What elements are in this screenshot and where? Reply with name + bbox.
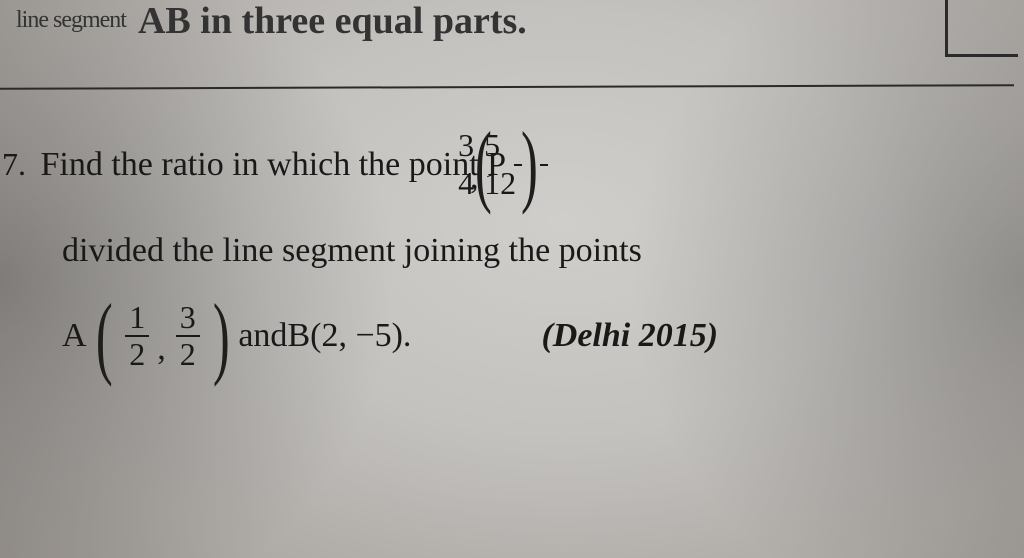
A-y-fraction: 3 2 [170, 301, 206, 372]
fragment-b-bold: AB in three equal parts. [138, 0, 527, 42]
q7-line-1: 7. Find the ratio in which the point P (… [62, 120, 1004, 210]
A-x-fraction: 1 2 [119, 301, 155, 372]
left-paren-icon: ( [95, 300, 112, 374]
point-A-label: A [62, 319, 87, 353]
point-P-coords: ( 3 4 , 5 12 ) [508, 128, 554, 202]
fragment-text-b: line segment AB in three equal parts. [16, 0, 527, 49]
fragment-b-prefix: line segment [16, 7, 126, 33]
question-source: (Delhi 2015) [541, 319, 718, 353]
q7-line-3: A ( 1 2 , 3 2 ) and B(2, −5). [62, 291, 1004, 381]
question-number: 7. [2, 146, 26, 182]
question-7: 7. Find the ratio in which the point P (… [4, 120, 1004, 397]
point-A-coords: ( 1 2 , 3 2 ) [89, 300, 237, 374]
right-paren-icon: ) [213, 300, 230, 374]
table-corner-rule [945, 0, 1018, 57]
q7-line1-text: Find the ratio in which the point [41, 146, 488, 183]
q7-line-2: divided the line segment joining the poi… [62, 226, 1004, 275]
point-B-text: B(2, −5). [287, 319, 411, 353]
q7-line3-mid: and [238, 319, 287, 353]
coord-comma: , [155, 332, 170, 372]
section-rule [0, 84, 1014, 90]
